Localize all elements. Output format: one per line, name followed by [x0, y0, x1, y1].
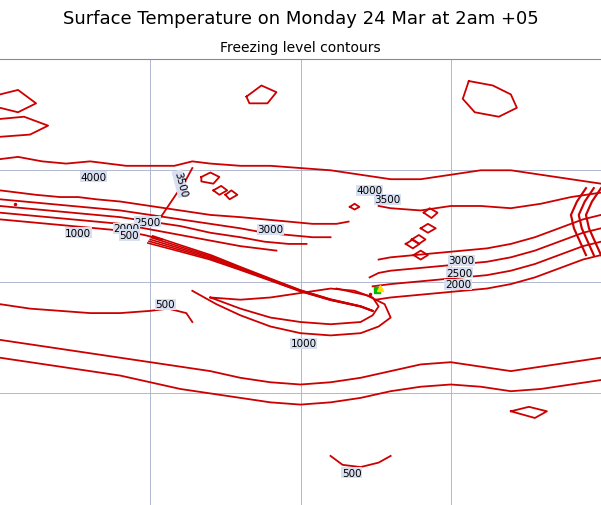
Text: 2500: 2500 [134, 217, 160, 227]
Text: 1000: 1000 [290, 339, 317, 349]
Text: 2000: 2000 [113, 224, 139, 234]
Text: 3500: 3500 [374, 195, 401, 205]
Text: 500: 500 [120, 231, 139, 240]
Text: 3500: 3500 [172, 170, 189, 198]
Text: 500: 500 [342, 468, 361, 478]
Text: 4000: 4000 [356, 186, 383, 196]
Text: 2500: 2500 [447, 268, 473, 278]
Text: 3000: 3000 [257, 225, 284, 235]
Text: Freezing level contours: Freezing level contours [220, 41, 381, 55]
Text: 4000: 4000 [80, 173, 106, 183]
Text: 3000: 3000 [448, 256, 475, 266]
Text: Surface Temperature on Monday 24 Mar at 2am +05: Surface Temperature on Monday 24 Mar at … [63, 10, 538, 28]
Text: 500: 500 [156, 299, 175, 310]
Text: 2000: 2000 [445, 280, 471, 289]
Text: 1000: 1000 [65, 228, 91, 238]
